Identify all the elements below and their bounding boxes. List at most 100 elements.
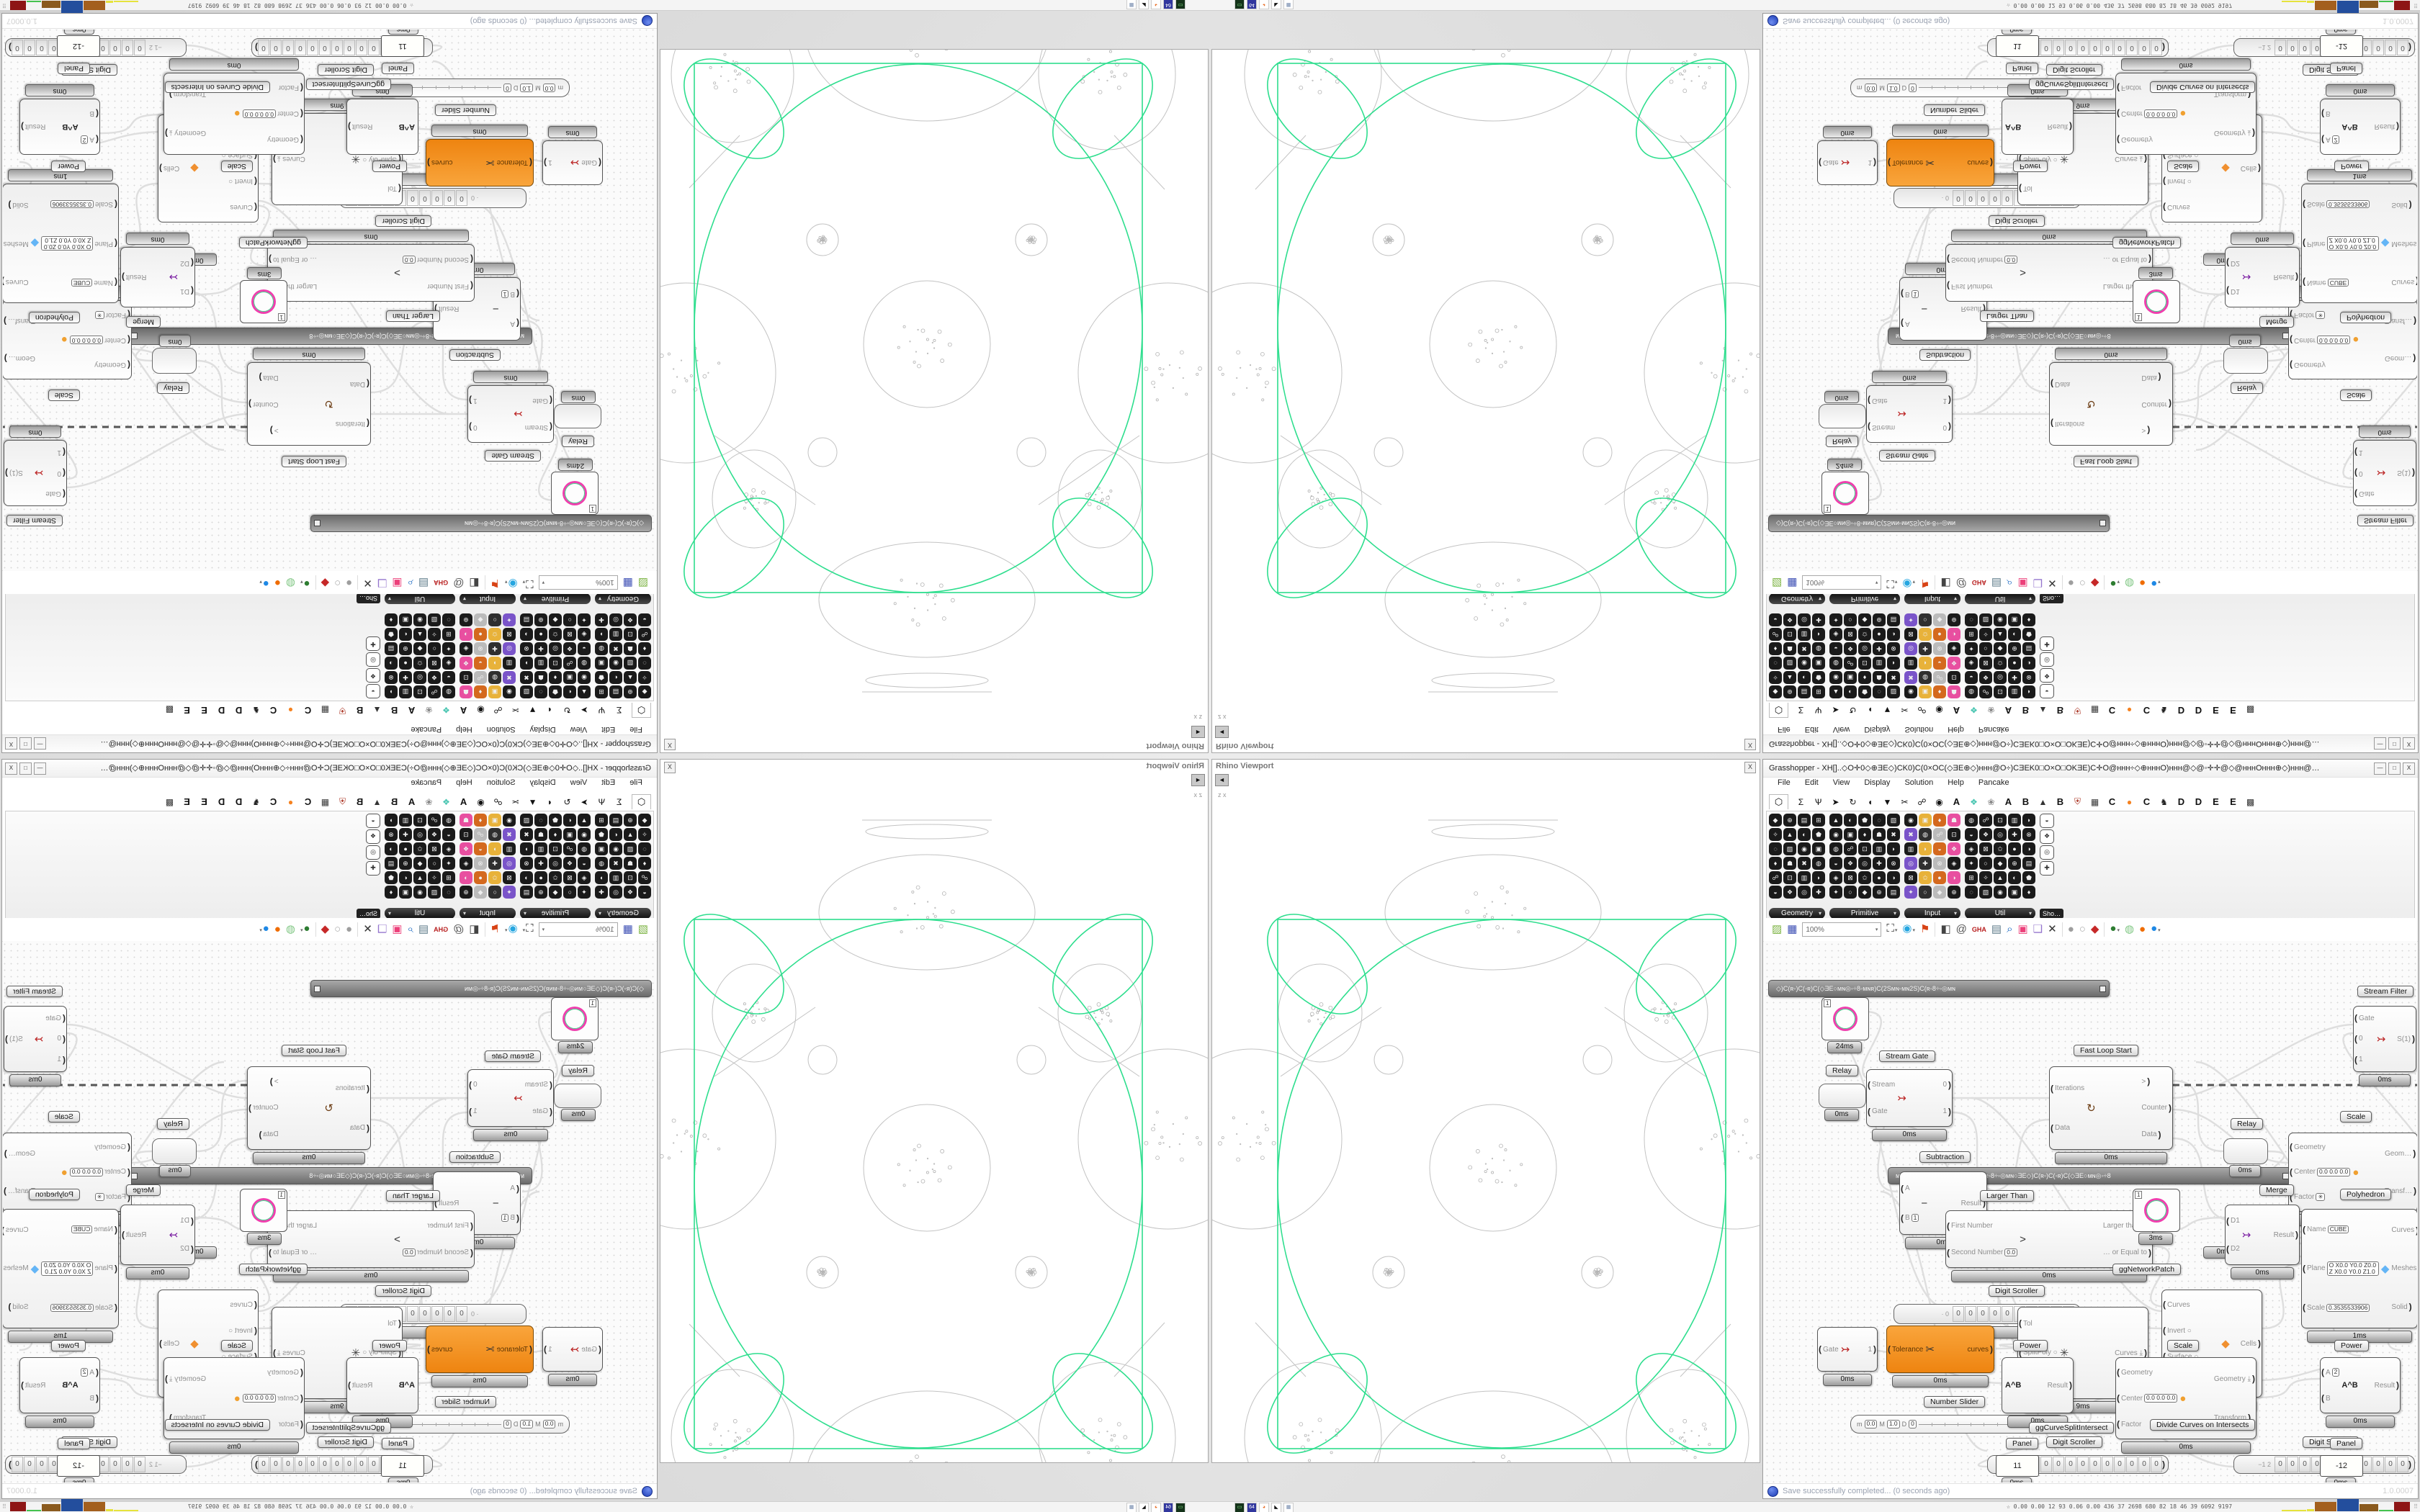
viewport-canvas[interactable] xyxy=(660,50,1208,737)
component-icon[interactable]: ◉ xyxy=(609,657,622,670)
menu-item-edit[interactable]: Edit xyxy=(1804,725,1819,734)
component-icon[interactable]: ▧ xyxy=(428,886,441,899)
gh-component[interactable]: (Iterations(Data ↻ >) Counter) Data) xyxy=(2049,1066,2173,1150)
param-value[interactable]: 2 xyxy=(80,135,89,144)
component-icon[interactable]: ◐ xyxy=(1798,828,1811,841)
component-icon[interactable]: ⊞ xyxy=(1965,871,1978,884)
gh-component[interactable]: (Stream(Gate ↣ 0) 1) xyxy=(467,1069,554,1127)
scroller-digit[interactable]: 0 xyxy=(2065,40,2076,55)
component-icon[interactable]: ✖ xyxy=(503,828,516,841)
scroller-digit[interactable]: 0 xyxy=(2102,40,2113,55)
component-icon[interactable]: ◗ xyxy=(385,814,398,827)
component-icon[interactable]: ◒ xyxy=(578,642,591,655)
node-name-label[interactable]: Scale xyxy=(2167,161,2200,172)
palette-tab[interactable]: ◖ xyxy=(1867,705,1873,716)
component-icon[interactable]: ◎ xyxy=(366,845,380,860)
palette-tab[interactable]: D xyxy=(218,796,225,807)
palette-tab[interactable]: ❖ xyxy=(1970,705,1978,716)
component-icon[interactable]: ◈ xyxy=(442,842,455,855)
component-icon[interactable]: ▧ xyxy=(1783,657,1796,670)
component-icon[interactable]: ◌ xyxy=(1965,613,1978,626)
component-icon[interactable]: ⊠ xyxy=(563,871,576,884)
gh-component[interactable]: (Gate(0(1 ↣ S(1)) xyxy=(2353,1006,2416,1072)
scroller-digit[interactable]: 0 xyxy=(24,1457,35,1472)
component-icon[interactable]: ▧ xyxy=(428,613,441,626)
jacks-icon[interactable]: ✕ xyxy=(363,577,372,589)
ball-lightgreen-icon[interactable]: ◍ xyxy=(285,923,296,935)
component-icon[interactable]: ⊞ xyxy=(595,685,608,698)
component-icon[interactable]: ◎ xyxy=(2040,845,2054,860)
component-icon[interactable]: ◗ xyxy=(488,657,501,670)
publish-at-icon[interactable]: @ xyxy=(1955,577,1967,589)
component-icon[interactable]: ⊕ xyxy=(534,886,547,899)
palette-tab[interactable]: D xyxy=(218,705,225,716)
component-icon[interactable]: ▤ xyxy=(2022,642,2035,655)
component-icon[interactable]: ⊡ xyxy=(549,657,562,670)
wire-display-icon[interactable]: ⚑ xyxy=(1920,577,1930,589)
palette-tab[interactable]: C xyxy=(269,705,277,716)
gh-component[interactable]: (Gate ↣ 1) xyxy=(542,140,603,185)
component-icon[interactable]: ⊠ xyxy=(503,871,516,884)
sphere-gray-icon[interactable]: ● xyxy=(346,577,353,589)
component-icon[interactable]: ◒ xyxy=(1965,828,1978,841)
component-icon[interactable]: ⊠ xyxy=(1904,628,1917,641)
gem-red-icon[interactable]: ◆ xyxy=(321,923,330,935)
param-value[interactable]: CUBE xyxy=(2327,278,2349,287)
open-file-icon[interactable]: ▨ xyxy=(637,923,648,935)
scroller-digit[interactable]: 0 xyxy=(258,40,269,55)
node-name-label[interactable]: Subtraction xyxy=(1919,349,1971,361)
palette-tab[interactable]: D xyxy=(2177,705,2185,716)
node-name-label[interactable]: Scale xyxy=(2167,1340,2200,1351)
notes-icon[interactable]: ▤ xyxy=(1991,923,2002,935)
component-icon[interactable]: ⬟ xyxy=(1858,814,1871,827)
component-icon[interactable]: ⊠ xyxy=(503,628,516,641)
palette-tab[interactable]: ▼ xyxy=(528,705,537,716)
component-icon[interactable]: ▥ xyxy=(1873,657,1886,670)
component-icon[interactable]: ◗ xyxy=(1919,657,1932,670)
scroller-digit[interactable]: 0 xyxy=(36,40,48,55)
zoom-select[interactable]: 100% ▾ xyxy=(1802,575,1882,590)
component-icon[interactable]: ⊠ xyxy=(1904,871,1917,884)
component-icon[interactable]: ◍ xyxy=(1829,842,1842,855)
node-name-label[interactable]: Stream Gate xyxy=(1879,1050,1935,1062)
ball-blue-icon[interactable]: ●▾ xyxy=(259,922,269,935)
node-name-label[interactable]: Digit Scroller xyxy=(2046,1436,2102,1448)
node-name-label[interactable]: Digit Scroller xyxy=(1989,1285,2045,1297)
component-icon[interactable]: ▧ xyxy=(624,657,637,670)
component-icon[interactable]: ✚ xyxy=(488,857,501,870)
component-icon[interactable]: ◌ xyxy=(442,613,455,626)
palette-tab[interactable]: E xyxy=(2213,705,2219,716)
gh-component[interactable]: (Stream(Gate ↣ 0) 1) xyxy=(1866,385,1953,443)
slider-bound-value[interactable]: 0 xyxy=(503,84,511,92)
component-icon[interactable]: ▤ xyxy=(2022,857,2035,870)
component-icon[interactable]: ◒ xyxy=(1965,671,1978,684)
palette-tab[interactable]: C xyxy=(2143,705,2151,716)
notes-icon[interactable]: ▤ xyxy=(1991,577,2002,589)
component-icon[interactable]: ⊠ xyxy=(1979,842,1992,855)
palette-tab[interactable]: C xyxy=(269,796,277,807)
slider-bound-value[interactable]: 1.0 xyxy=(1886,1420,1900,1428)
panel-icon[interactable]: ◧ xyxy=(1940,577,1951,589)
viewport-canvas[interactable] xyxy=(1212,775,1760,1462)
ball-green-icon[interactable]: ●▾ xyxy=(300,577,310,590)
component-icon[interactable]: ☗ xyxy=(1948,685,1960,698)
save-file-icon[interactable]: ▦ xyxy=(622,923,633,935)
palette-tab[interactable]: B xyxy=(2022,796,2030,807)
show-all-button[interactable]: Sho… xyxy=(356,909,380,919)
component-icon[interactable]: ⊗ xyxy=(1933,857,1946,870)
component-icon[interactable]: ✩ xyxy=(1994,657,2007,670)
scroller-digit[interactable]: 0 xyxy=(2126,1457,2138,1472)
balloon-icon[interactable]: ❑ xyxy=(2033,923,2043,935)
gh-component[interactable]: (Iterations(Data ↻ >) Counter) Data) xyxy=(247,362,371,446)
grasshopper-titlebar[interactable]: Grasshopper - XH[]..◇O✛0◇⊕ƎE◇)CK0)C(0×OC… xyxy=(1763,734,2418,752)
component-icon[interactable]: ▤ xyxy=(1798,685,1811,698)
palette-tab[interactable]: ➤ xyxy=(1832,796,1839,807)
node-name-label[interactable]: Stream Gate xyxy=(1879,450,1935,462)
firefox-icon[interactable]: ◕ xyxy=(1151,1503,1161,1512)
component-icon[interactable]: ✚ xyxy=(366,636,380,651)
scroller-digit[interactable]: 0 xyxy=(2065,1457,2076,1472)
component-icon[interactable]: ▣ xyxy=(1919,685,1932,698)
component-icon[interactable]: ✦ xyxy=(442,642,455,655)
relay-node[interactable] xyxy=(2223,1138,2268,1164)
node-name-label[interactable]: Digit Scroller xyxy=(375,1285,431,1297)
